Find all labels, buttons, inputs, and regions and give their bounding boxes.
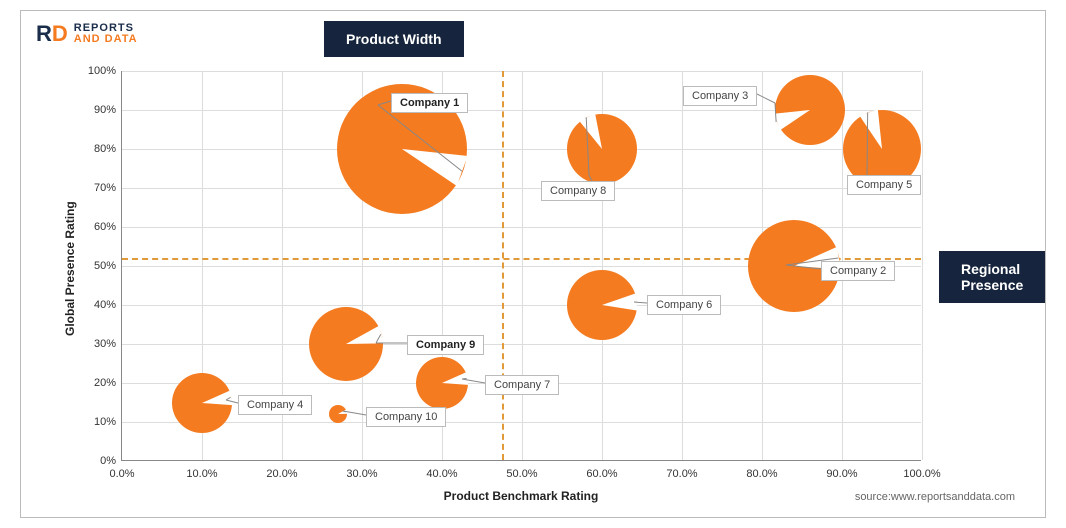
y-tick-label: 10% xyxy=(72,416,122,428)
y-tick-label: 80% xyxy=(72,143,122,155)
bubble-label-c2: Company 2 xyxy=(821,261,895,281)
bubble-label-c1: Company 1 xyxy=(391,93,468,113)
bubble-label-c9: Company 9 xyxy=(407,335,484,355)
y-tick-label: 40% xyxy=(72,299,122,311)
logo-icon: RD xyxy=(36,21,68,47)
y-axis-label: Global Presence Rating xyxy=(63,201,77,336)
x-tick-label: 80.0% xyxy=(746,468,777,480)
grid-line-h xyxy=(122,422,921,423)
y-tick-label: 20% xyxy=(72,377,122,389)
x-axis-label: Product Benchmark Rating xyxy=(444,489,599,503)
y-tick-label: 50% xyxy=(72,260,122,272)
bubble-label-c10: Company 10 xyxy=(366,407,446,427)
regional-presence-tag: Regional Presence xyxy=(939,251,1045,303)
y-tick-label: 0% xyxy=(72,455,122,467)
grid-line-h xyxy=(122,71,921,72)
bubble-label-c7: Company 7 xyxy=(485,375,559,395)
y-tick-label: 30% xyxy=(72,338,122,350)
bubble-label-c6: Company 6 xyxy=(647,295,721,315)
x-tick-label: 100.0% xyxy=(903,468,940,480)
logo-r: R xyxy=(36,21,52,47)
x-tick-label: 90.0% xyxy=(826,468,857,480)
bubble-c6 xyxy=(567,270,637,340)
grid-line-h xyxy=(122,344,921,345)
bubble-label-c5: Company 5 xyxy=(847,175,921,195)
x-tick-label: 50.0% xyxy=(506,468,537,480)
x-tick-label: 30.0% xyxy=(346,468,377,480)
bubble-label-c8: Company 8 xyxy=(541,181,615,201)
y-tick-label: 60% xyxy=(72,221,122,233)
bubble-c8 xyxy=(567,114,637,184)
bubble-label-c3: Company 3 xyxy=(683,86,757,106)
bubble-c3 xyxy=(775,75,845,145)
grid-line-h xyxy=(122,149,921,150)
x-tick-label: 70.0% xyxy=(666,468,697,480)
bubble-label-c4: Company 4 xyxy=(238,395,312,415)
x-tick-label: 60.0% xyxy=(586,468,617,480)
logo-line2: AND DATA xyxy=(74,34,138,45)
logo-text: REPORTS AND DATA xyxy=(74,23,138,45)
y-tick-label: 100% xyxy=(72,65,122,77)
source-text: source:www.reportsanddata.com xyxy=(855,491,1015,503)
chart-frame: RD REPORTS AND DATA Product Width Region… xyxy=(20,10,1046,518)
x-tick-label: 20.0% xyxy=(266,468,297,480)
bubble-c7 xyxy=(416,357,468,409)
logo: RD REPORTS AND DATA xyxy=(36,21,138,47)
bubble-c10 xyxy=(329,405,347,423)
grid-line-v xyxy=(922,71,923,460)
product-width-tag: Product Width xyxy=(324,21,464,57)
logo-d: D xyxy=(52,21,68,47)
x-tick-label: 40.0% xyxy=(426,468,457,480)
grid-line-h xyxy=(122,188,921,189)
bubble-c4 xyxy=(172,373,232,433)
y-tick-label: 90% xyxy=(72,104,122,116)
x-tick-label: 10.0% xyxy=(186,468,217,480)
reference-line-vertical xyxy=(502,71,504,460)
x-tick-label: 0.0% xyxy=(109,468,134,480)
bubble-c9 xyxy=(309,307,383,381)
y-tick-label: 70% xyxy=(72,182,122,194)
